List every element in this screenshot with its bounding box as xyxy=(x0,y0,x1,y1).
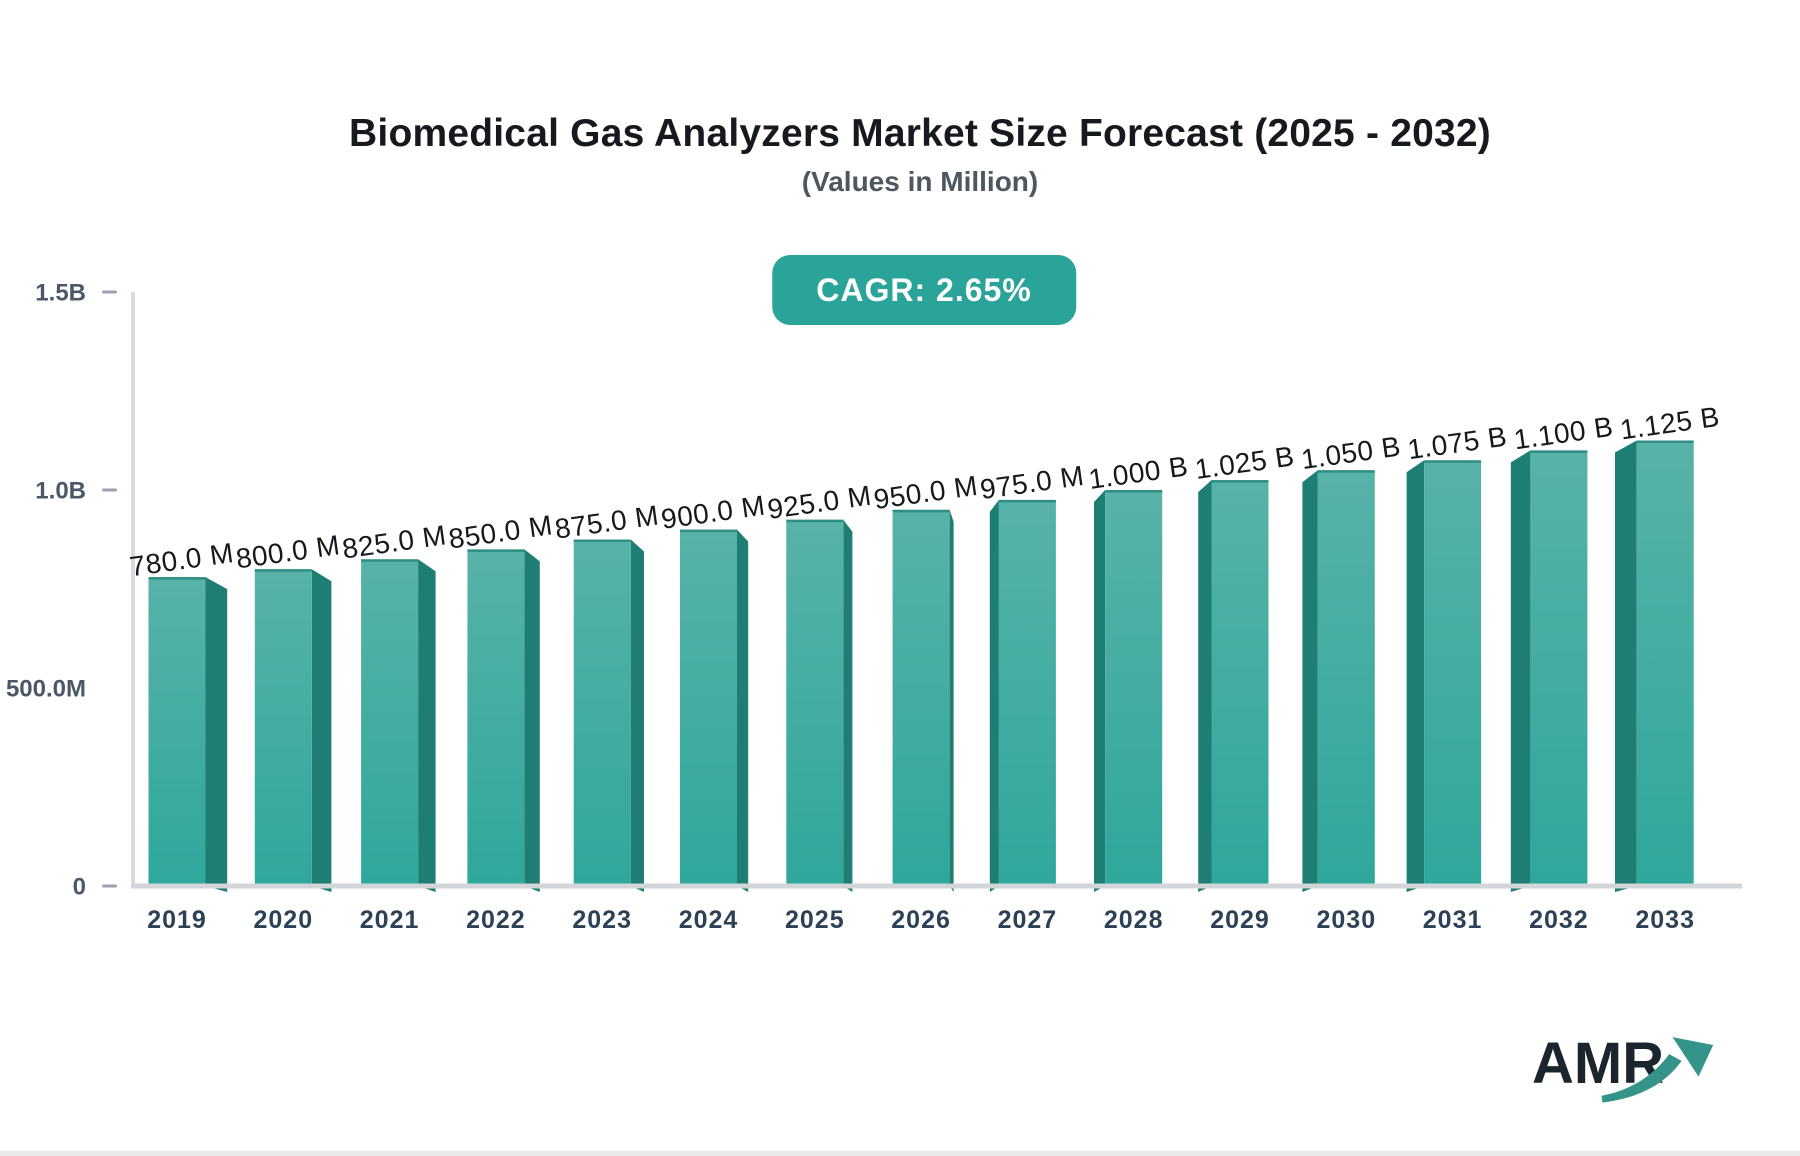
x-axis-label-2024: 2024 xyxy=(679,906,739,934)
bar-2024-side-face[interactable] xyxy=(737,529,749,892)
x-axis-label-2032: 2032 xyxy=(1529,906,1589,934)
bar-2032-side-face[interactable] xyxy=(1510,450,1531,892)
bar-2019-top-edge xyxy=(148,577,206,580)
bar-2026-side-face[interactable] xyxy=(949,509,954,892)
value-label-2025: 925.0 M xyxy=(765,480,873,525)
bar-2030-top-edge xyxy=(1317,470,1375,473)
value-label-2030: 1.050 B xyxy=(1299,430,1402,475)
value-label-2023: 875.0 M xyxy=(553,499,661,544)
bar-2020-front-face[interactable] xyxy=(254,569,312,888)
x-axis-label-2029: 2029 xyxy=(1210,906,1270,934)
amr-logo: AMR xyxy=(1532,1030,1722,1110)
bar-2028-front-face[interactable] xyxy=(1105,490,1163,888)
bar-2026-top-edge xyxy=(892,509,950,513)
y-tick-dash-0 xyxy=(102,884,117,888)
bar-2033-front-face[interactable] xyxy=(1636,440,1694,889)
bar-2019-side-face[interactable] xyxy=(205,577,228,892)
x-axis-label-2030: 2030 xyxy=(1316,906,1376,934)
bar-2021-top-edge xyxy=(361,559,419,562)
bar-2028-top-edge xyxy=(1105,490,1163,493)
value-label-2031: 1.075 B xyxy=(1406,421,1509,466)
value-label-2021: 825.0 M xyxy=(340,519,448,564)
y-axis-label-1.0B: 1.0B xyxy=(35,478,86,505)
x-axis-label-2027: 2027 xyxy=(998,906,1058,934)
bar-2029-side-face[interactable] xyxy=(1198,480,1212,892)
x-axis-label-2026: 2026 xyxy=(891,906,951,934)
bar-2020-top-edge xyxy=(254,569,312,572)
value-label-2024: 900.0 M xyxy=(659,490,767,535)
bar-2033-top-edge xyxy=(1636,440,1694,443)
x-axis-label-2022: 2022 xyxy=(466,906,526,934)
value-label-2019: 780.0 M xyxy=(128,537,236,582)
bar-2027-top-edge xyxy=(998,499,1056,503)
bar-2027-front-face[interactable] xyxy=(998,499,1056,888)
bar-2029-front-face[interactable] xyxy=(1211,480,1269,888)
value-label-2033: 1.125 B xyxy=(1618,401,1721,446)
x-axis-label-2031: 2031 xyxy=(1423,906,1483,934)
bar-2022-front-face[interactable] xyxy=(467,549,525,888)
bar-2030-side-face[interactable] xyxy=(1302,470,1318,892)
x-axis-line xyxy=(131,883,1742,889)
bar-2021-front-face[interactable] xyxy=(361,559,419,888)
bar-2025-top-edge xyxy=(786,519,844,523)
bar-2023-top-edge xyxy=(573,539,631,542)
x-axis-label-2020: 2020 xyxy=(253,906,313,934)
bar-2033-side-face[interactable] xyxy=(1615,440,1637,893)
bar-2031-front-face[interactable] xyxy=(1424,460,1482,888)
x-axis-label-2021: 2021 xyxy=(360,906,420,934)
y-axis-label-500.0M: 500.0M xyxy=(6,676,86,703)
value-label-2027: 975.0 M xyxy=(978,460,1086,505)
bar-2029-top-edge xyxy=(1211,480,1269,483)
bar-2022-side-face[interactable] xyxy=(524,549,540,892)
bar-2025-side-face[interactable] xyxy=(843,519,853,892)
bar-2024-front-face[interactable] xyxy=(680,529,737,888)
y-tick-dash-1.0B xyxy=(102,488,117,492)
bar-2026-front-face[interactable] xyxy=(892,509,950,888)
x-axis-label-2033: 2033 xyxy=(1635,906,1695,934)
y-axis-label-0: 0 xyxy=(73,874,86,901)
bar-2020-side-face[interactable] xyxy=(311,569,332,892)
bar-2019-front-face[interactable] xyxy=(148,577,206,888)
bar-2032-top-edge xyxy=(1530,450,1588,453)
value-label-2020: 800.0 M xyxy=(234,529,342,574)
chart-subtitle: (Values in Million) xyxy=(801,166,1039,197)
x-axis-label-2019: 2019 xyxy=(147,906,207,934)
bar-2023-side-face[interactable] xyxy=(630,539,644,893)
bar-2023-front-face[interactable] xyxy=(573,539,631,889)
bar-2021-side-face[interactable] xyxy=(418,559,436,892)
value-label-2026: 950.0 M xyxy=(872,470,980,515)
y-axis-label-1.5B: 1.5B xyxy=(35,280,86,307)
bar-2028-side-face[interactable] xyxy=(1094,490,1106,892)
bar-2027-side-face[interactable] xyxy=(989,499,999,892)
value-label-2022: 850.0 M xyxy=(447,509,555,554)
x-axis-label-2023: 2023 xyxy=(572,906,632,934)
cagr-badge: CAGR: 2.65% xyxy=(772,255,1076,325)
value-label-2028: 1.000 B xyxy=(1087,450,1190,495)
bottom-edge-divider xyxy=(0,1151,1800,1156)
x-axis-label-2028: 2028 xyxy=(1104,906,1164,934)
bar-2025-front-face[interactable] xyxy=(786,519,844,888)
x-axis-label-2025: 2025 xyxy=(785,906,845,934)
bar-2032-front-face[interactable] xyxy=(1530,450,1588,888)
bar-2022-top-edge xyxy=(467,549,525,552)
page-title: Biomedical Gas Analyzers Market Size For… xyxy=(349,112,1491,155)
y-axis-line xyxy=(131,292,135,886)
y-tick-dash-1.5B xyxy=(102,290,117,294)
bar-2030-front-face[interactable] xyxy=(1317,470,1375,888)
bar-2024-top-edge xyxy=(680,529,737,533)
value-label-2029: 1.025 B xyxy=(1193,440,1296,485)
bar-2031-side-face[interactable] xyxy=(1406,460,1425,892)
trend-up-arrow-icon xyxy=(1601,1037,1714,1103)
value-label-2032: 1.100 B xyxy=(1512,411,1615,456)
bar-2031-top-edge xyxy=(1424,460,1482,463)
